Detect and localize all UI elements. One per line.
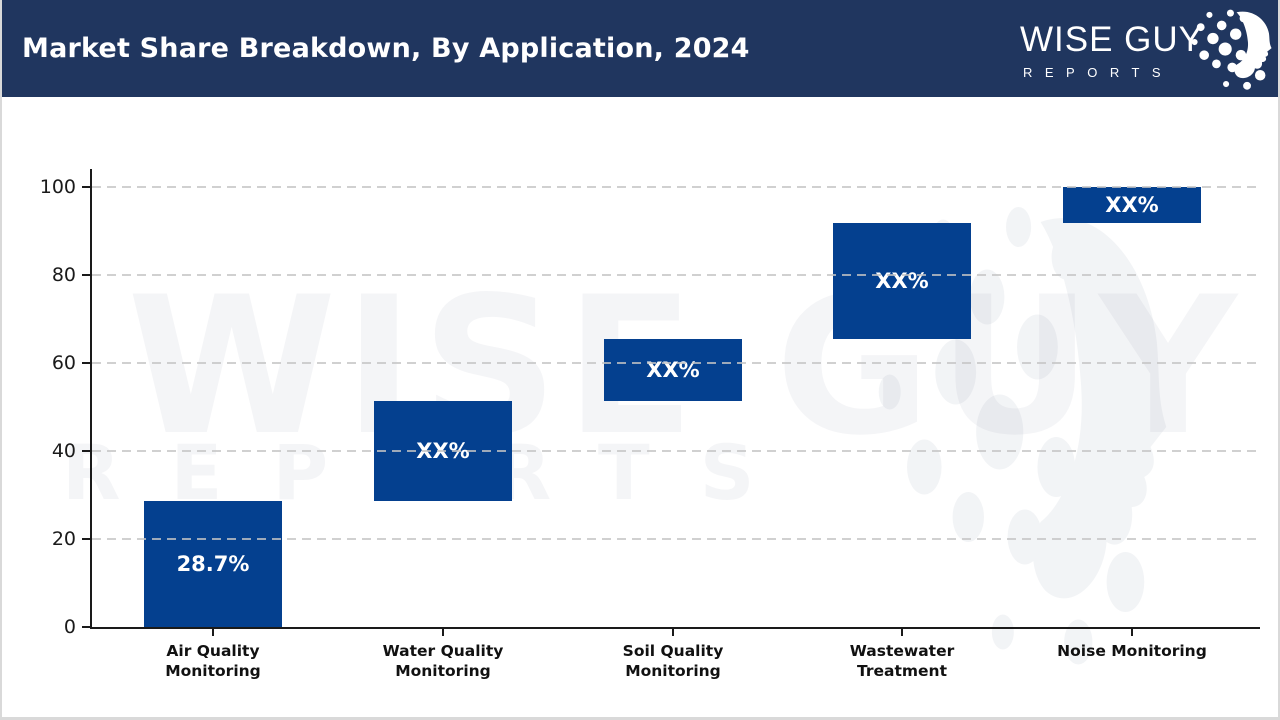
bar: XX%: [604, 339, 742, 401]
y-tick-label: 60: [51, 352, 76, 374]
x-axis-label: Water Quality Monitoring: [382, 642, 504, 680]
wise-guy-reports-logo: WISE GUY REPORTS: [1020, 5, 1272, 93]
y-axis-tick: [82, 362, 90, 364]
x-axis-tick: [442, 629, 444, 636]
gridline: [92, 362, 1260, 364]
y-tick-label: 100: [39, 176, 76, 198]
y-axis-line: [90, 169, 92, 629]
x-axis-tick: [1131, 629, 1133, 636]
gridline: [92, 186, 1260, 188]
y-axis-tick: [82, 274, 90, 276]
bar-value-label: XX%: [875, 269, 929, 294]
x-axis-line: [90, 627, 1260, 629]
y-tick-label: 80: [51, 264, 76, 286]
y-axis-tick: [82, 626, 90, 628]
gridline: [92, 538, 1260, 540]
y-tick-label: 0: [63, 616, 76, 638]
x-axis-tick: [901, 629, 903, 636]
x-axis-tick: [212, 629, 214, 636]
gridline: [92, 274, 1260, 276]
logo-wordmark: WISE GUY: [1020, 20, 1204, 59]
bar: XX%: [833, 223, 971, 340]
x-axis-label: Soil Quality Monitoring: [622, 642, 724, 680]
header-bar: Market Share Breakdown, By Application, …: [2, 0, 1278, 97]
bar-value-label: XX%: [1105, 193, 1159, 218]
y-axis-tick: [82, 186, 90, 188]
y-tick-label: 40: [51, 440, 76, 462]
bar: 28.7%: [144, 500, 282, 627]
y-axis-tick: [82, 450, 90, 452]
x-axis-label: Noise Monitoring: [1057, 642, 1207, 660]
y-axis-tick: [82, 538, 90, 540]
chart-plot-area: WISE GUY REPORTS 02040608010028.7%XX%XX%…: [2, 97, 1278, 717]
logo-subtitle: REPORTS: [1023, 65, 1174, 80]
face-profile-icon: [1191, 9, 1272, 90]
x-axis-label: Air Quality Monitoring: [165, 642, 261, 680]
page-title: Market Share Breakdown, By Application, …: [22, 33, 750, 64]
y-tick-label: 20: [51, 528, 76, 550]
bar: XX%: [1063, 187, 1201, 224]
x-axis-tick: [672, 629, 674, 636]
gridline: [92, 450, 1260, 452]
x-axis-label: Wastewater Treatment: [849, 642, 955, 680]
bar-value-label: 28.7%: [176, 551, 250, 576]
